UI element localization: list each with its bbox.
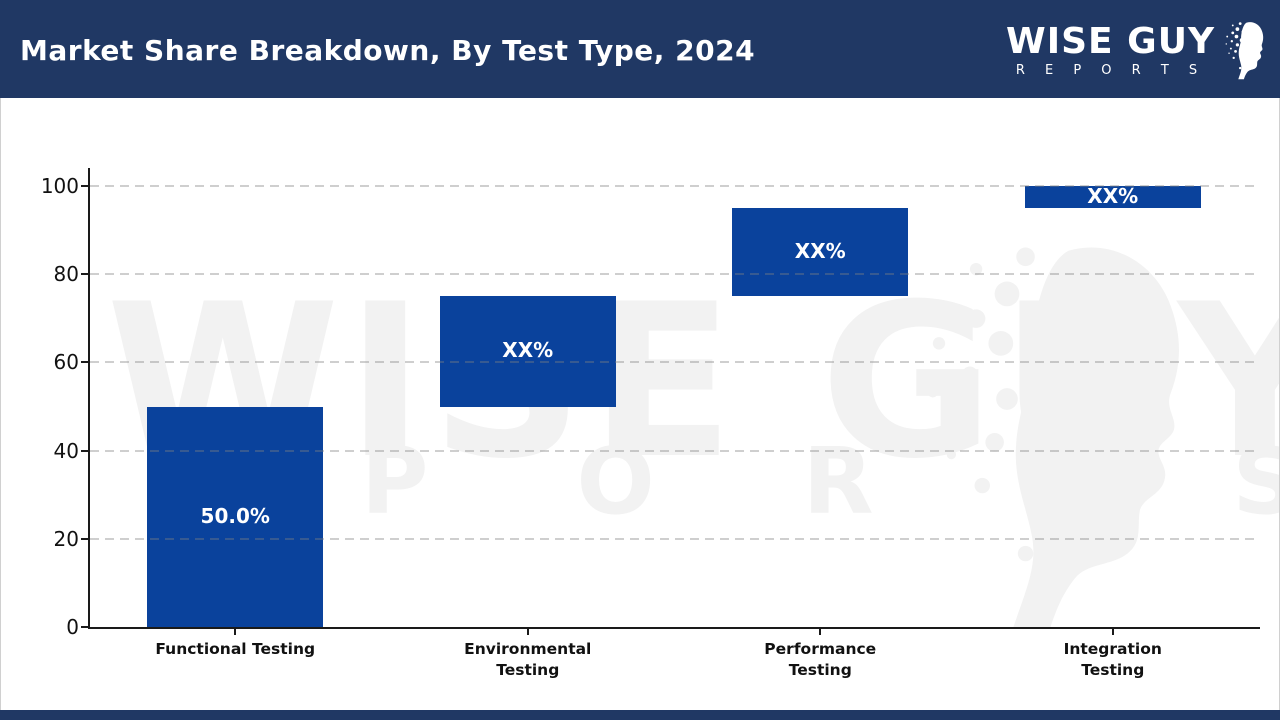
y-tick-mark — [81, 449, 88, 452]
bar-value-label: 50.0% — [200, 503, 270, 528]
logo-text: WISE GUY R E P O R T S — [1006, 20, 1216, 78]
y-tick-label: 20 — [53, 526, 79, 551]
logo-sub-text: R E P O R T S — [1015, 62, 1206, 78]
bar-value-label: XX% — [794, 239, 846, 264]
y-tick-mark — [81, 361, 88, 364]
bar-environmental-testing — [439, 296, 616, 407]
x-tick-mark — [1111, 629, 1114, 635]
logo-brand-text: WISE GUY — [1006, 20, 1216, 62]
x-category-label: Integration Testing — [1063, 640, 1162, 679]
y-tick-label: 0 — [66, 615, 79, 639]
y-tick-label: 80 — [53, 262, 79, 287]
x-tick-mark — [526, 629, 529, 635]
x-category-label: Environmental Testing — [464, 640, 592, 679]
y-tick-mark — [81, 537, 88, 540]
page-title: Market Share Breakdown, By Test Type, 20… — [20, 34, 756, 67]
chart-area: WISE GUY P O R T S 0 20 40 60 80 100 50.0% Func… — [0, 98, 1280, 710]
gridline — [90, 273, 1259, 276]
footer-bar — [0, 710, 1280, 720]
gridline — [90, 361, 1259, 364]
wise-guy-reports-logo: WISE GUY R E P O R T S — [1006, 6, 1268, 94]
x-category-label: Performance Testing — [764, 640, 877, 679]
gridline — [90, 185, 1259, 187]
y-tick-label: 60 — [53, 350, 79, 375]
header-bar: Market Share Breakdown, By Test Type, 20… — [0, 0, 1280, 98]
gridline — [90, 537, 1259, 540]
bar-value-label: XX% — [1087, 184, 1139, 209]
x-tick-mark — [234, 629, 237, 635]
bar-performance-testing — [732, 208, 909, 297]
y-axis-line — [88, 168, 90, 629]
y-tick-mark — [81, 273, 88, 276]
bar-value-label: XX% — [502, 338, 554, 363]
x-tick-mark — [819, 629, 822, 635]
x-axis-line — [88, 627, 1260, 629]
y-tick-mark — [81, 626, 88, 628]
bar-integration-testing — [1024, 186, 1201, 209]
dotted-head-icon — [1225, 22, 1264, 80]
watermark-dotted-head — [928, 247, 1179, 628]
x-category-label: Functional Testing — [155, 640, 316, 658]
y-tick-mark — [81, 185, 88, 187]
gridline — [90, 449, 1259, 452]
y-tick-label: 40 — [53, 438, 79, 463]
y-tick-label: 100 — [40, 174, 79, 198]
bar-functional-testing — [147, 406, 324, 627]
